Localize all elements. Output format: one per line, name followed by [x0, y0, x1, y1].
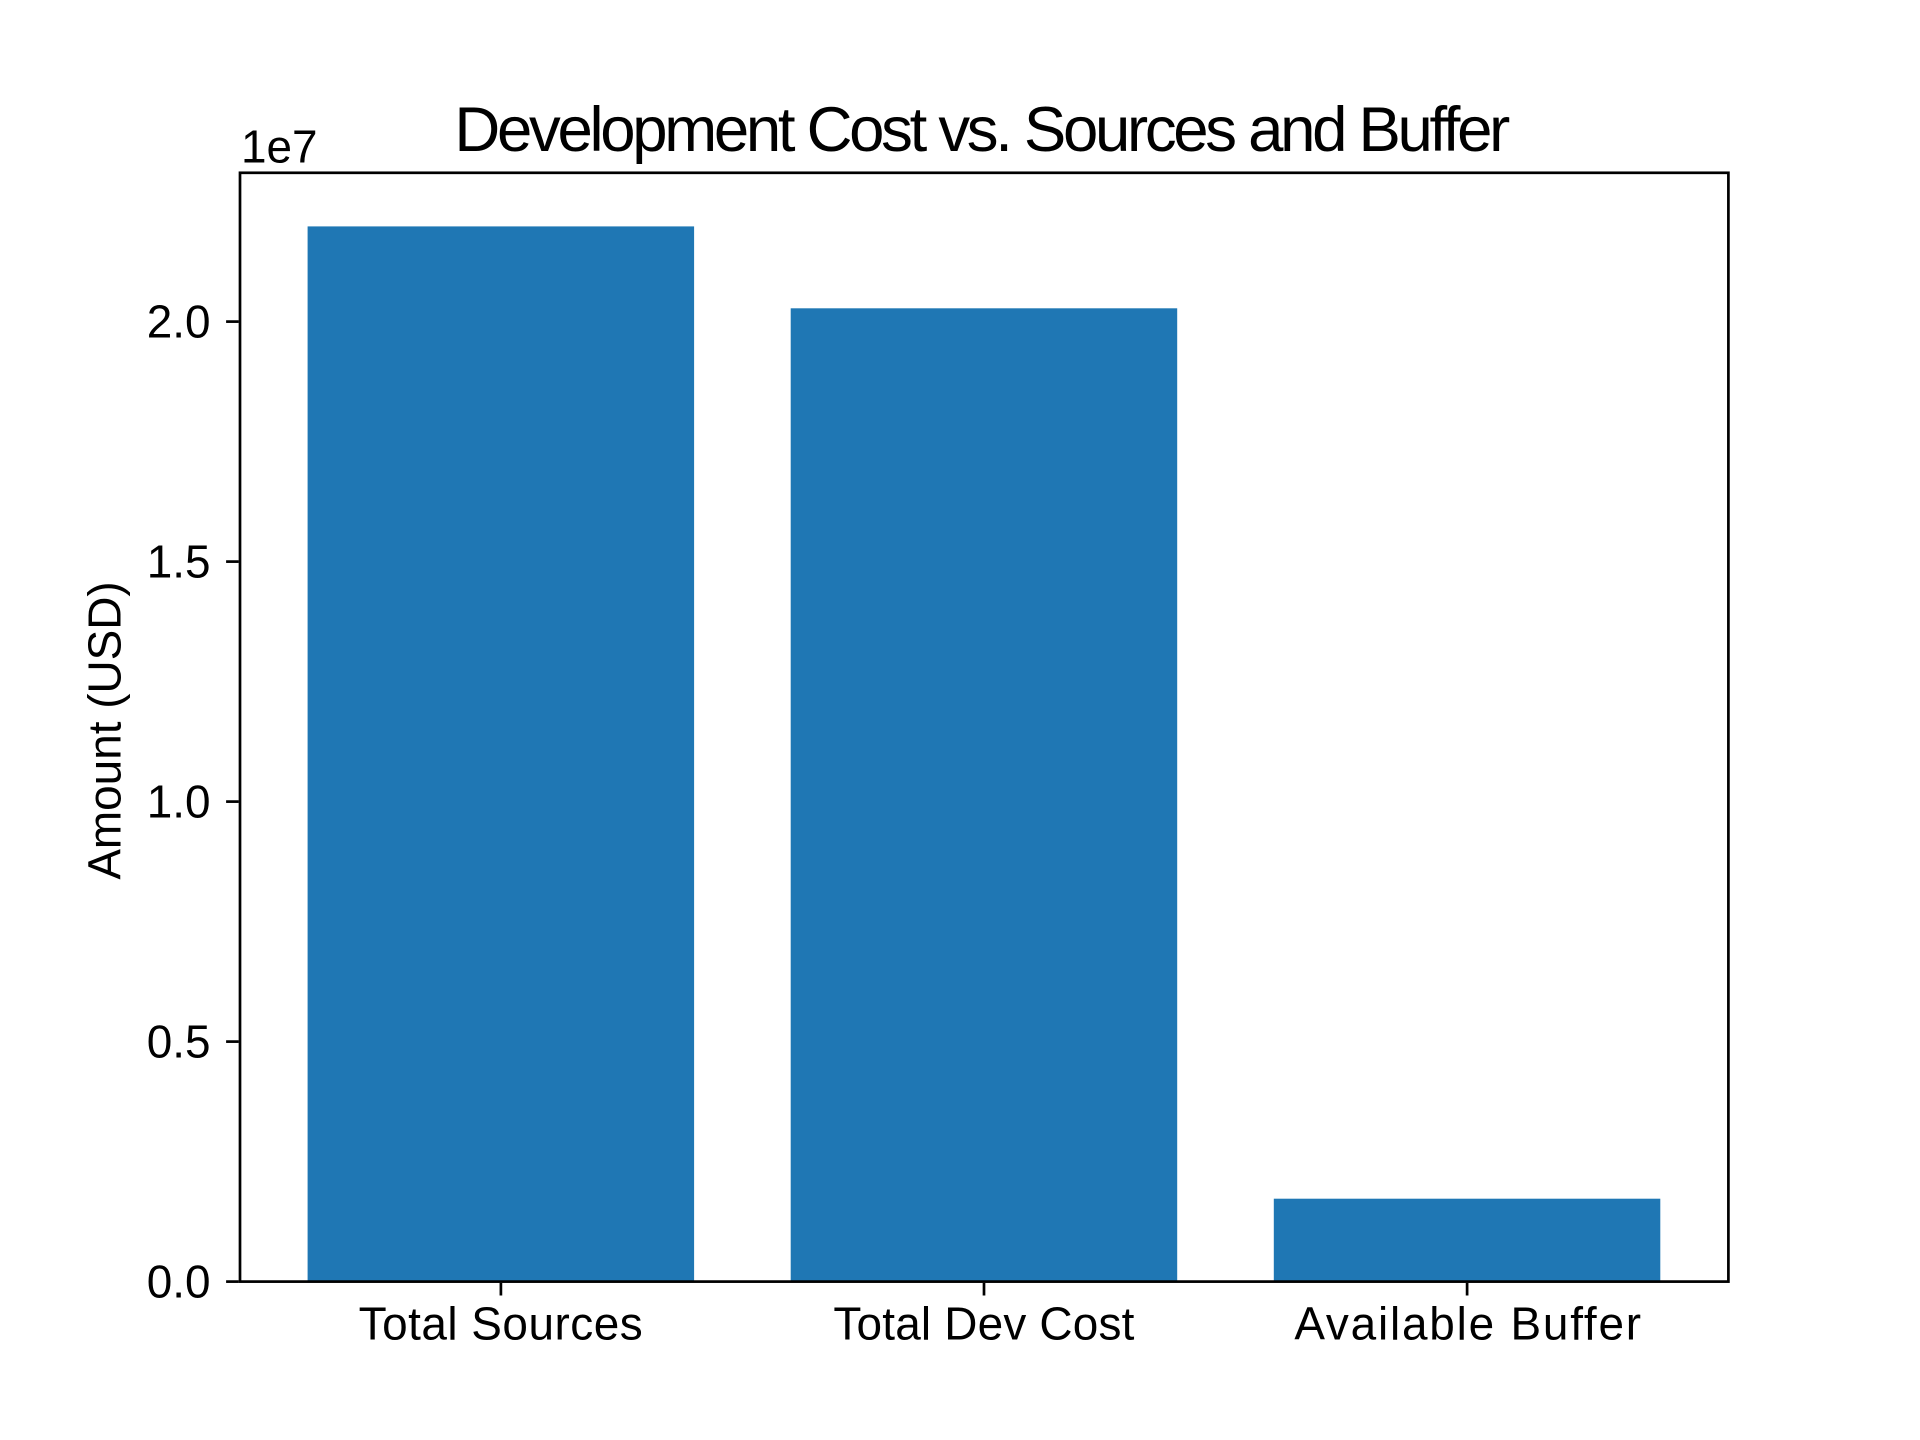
- svg-text:Available Buffer: Available Buffer: [1294, 1297, 1643, 1349]
- svg-text:Amount (USD): Amount (USD): [79, 581, 131, 879]
- svg-text:1e7: 1e7: [241, 121, 318, 173]
- svg-text:Development Cost vs. Sources a: Development Cost vs. Sources and Buffer: [454, 95, 1510, 165]
- svg-text:2.0: 2.0: [147, 295, 211, 347]
- svg-text:0.0: 0.0: [147, 1255, 211, 1307]
- svg-text:1.5: 1.5: [147, 535, 211, 587]
- svg-text:Total Sources: Total Sources: [359, 1297, 644, 1349]
- svg-text:Total Dev Cost: Total Dev Cost: [833, 1297, 1134, 1349]
- svg-text:1.0: 1.0: [147, 775, 211, 827]
- svg-text:0.5: 0.5: [147, 1015, 211, 1067]
